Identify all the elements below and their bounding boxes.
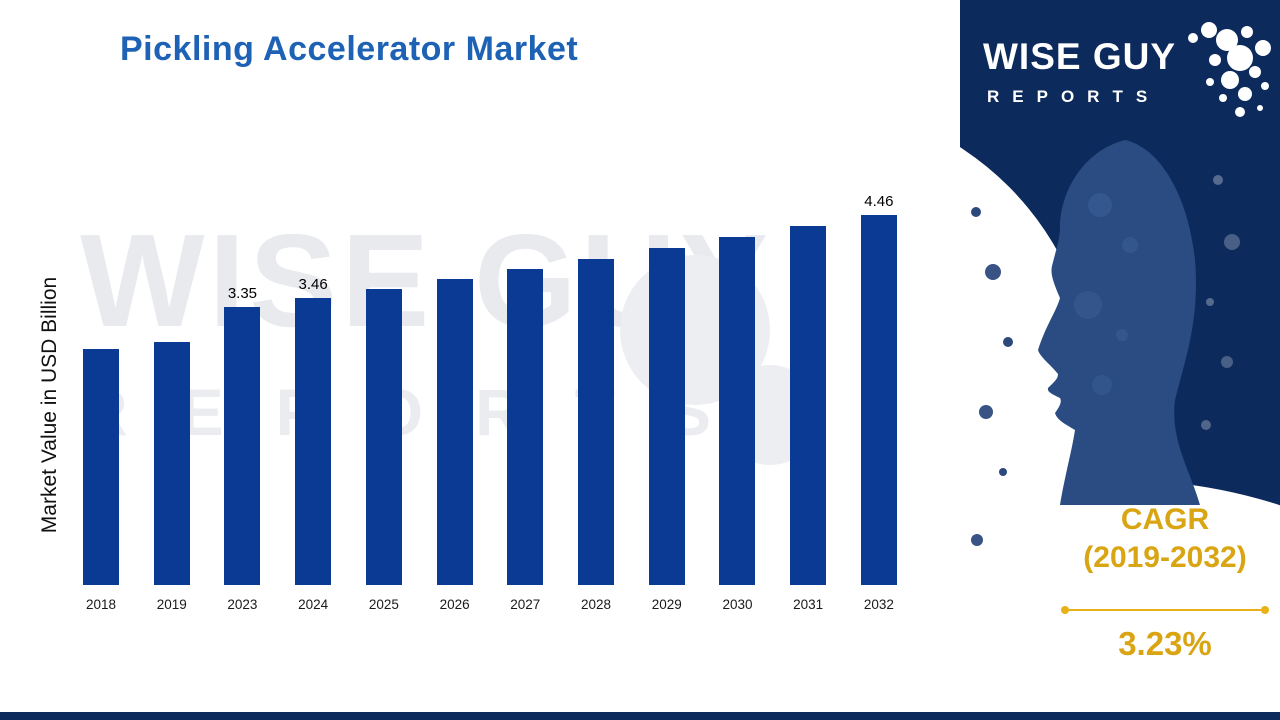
panel-cutout-circle-bottom [960, 480, 1280, 720]
bottom-bar [0, 712, 1280, 720]
bar-2024 [295, 298, 332, 585]
x-tick-label: 2018 [85, 597, 117, 612]
panel-dot [1224, 234, 1240, 250]
panel-dot [1213, 175, 1223, 185]
face-dot [1092, 375, 1112, 395]
x-tick-label: 2032 [863, 597, 894, 612]
bar-slot: 2030 [706, 180, 768, 612]
x-tick-label: 2019 [156, 597, 187, 612]
bar-value-label: 3.46 [298, 276, 328, 293]
right-panel [960, 0, 1280, 720]
bar-slot: 2026 [424, 180, 486, 612]
panel-dot [1206, 298, 1214, 306]
x-tick-label: 2029 [651, 597, 682, 612]
bar-slot: 2028 [565, 180, 627, 612]
bar-value-label: 4.46 [864, 193, 894, 210]
bar-value-label: 3.35 [227, 285, 258, 302]
panel-dot [1003, 337, 1013, 347]
x-tick-label: 2028 [581, 597, 612, 612]
logo-wordmark: WISE GUY [983, 36, 1177, 77]
y-axis-label: Market Value in USD Billion [38, 276, 61, 534]
panel-dot [971, 534, 983, 546]
cagr-block: CAGR (2019-2032) 3.23% [1055, 503, 1275, 663]
cagr-divider [1061, 606, 1269, 614]
face-dot [1074, 291, 1102, 319]
bar-2030 [719, 237, 756, 585]
cagr-range: (2019-2032) [1083, 541, 1247, 574]
panel-dot [1201, 420, 1211, 430]
cagr-label: CAGR [1120, 503, 1210, 536]
panel-dot [985, 264, 1001, 280]
bar-2028 [578, 259, 615, 585]
bar-slot: 2019 [141, 180, 203, 612]
x-tick-label: 2031 [793, 597, 824, 612]
bar-2031 [790, 226, 827, 585]
bar-slot: 2029 [636, 180, 698, 612]
x-tick-label: 2026 [439, 597, 470, 612]
bar-slot: 3.35 2023 [211, 180, 273, 612]
bar-slot: 2027 [494, 180, 556, 612]
bar-2023 [224, 307, 261, 585]
bar-slot: 2031 [777, 180, 839, 612]
face-profile-icon [1038, 140, 1200, 505]
x-tick-label: 2023 [227, 597, 258, 612]
logo-face-icon [1188, 22, 1271, 117]
x-tick-label: 2027 [510, 597, 541, 612]
bar-2029 [648, 248, 685, 585]
panel-dot [971, 207, 981, 217]
panel-dot [999, 468, 1007, 476]
bar-2027 [507, 269, 544, 585]
face-dot [1088, 193, 1112, 217]
bar-chart: 2018 2019 3.35 2023 3.46 2024 2025 2026 2027 2028… [70, 180, 910, 612]
bar-2018 [83, 349, 119, 585]
page-title: Pickling Accelerator Market [120, 30, 579, 68]
bar-2019 [153, 342, 190, 585]
face-dot [1122, 237, 1138, 253]
cagr-value: 3.23% [1118, 625, 1212, 662]
x-tick-label: 2025 [368, 597, 399, 612]
bar-2032 [860, 215, 897, 585]
bar-slot: 4.46 2032 [848, 180, 910, 612]
bar-slot: 2018 [70, 180, 132, 612]
x-tick-label: 2030 [722, 597, 753, 612]
x-tick-label: 2024 [298, 597, 329, 612]
face-dot [1116, 329, 1128, 341]
bar-2026 [436, 279, 473, 585]
bar-slot: 3.46 2024 [282, 180, 344, 612]
bar-slot: 2025 [353, 180, 415, 612]
panel-dot [1221, 356, 1233, 368]
bar-2025 [365, 289, 402, 585]
logo-subtitle: REPORTS [987, 87, 1161, 106]
panel-dot [979, 405, 993, 419]
